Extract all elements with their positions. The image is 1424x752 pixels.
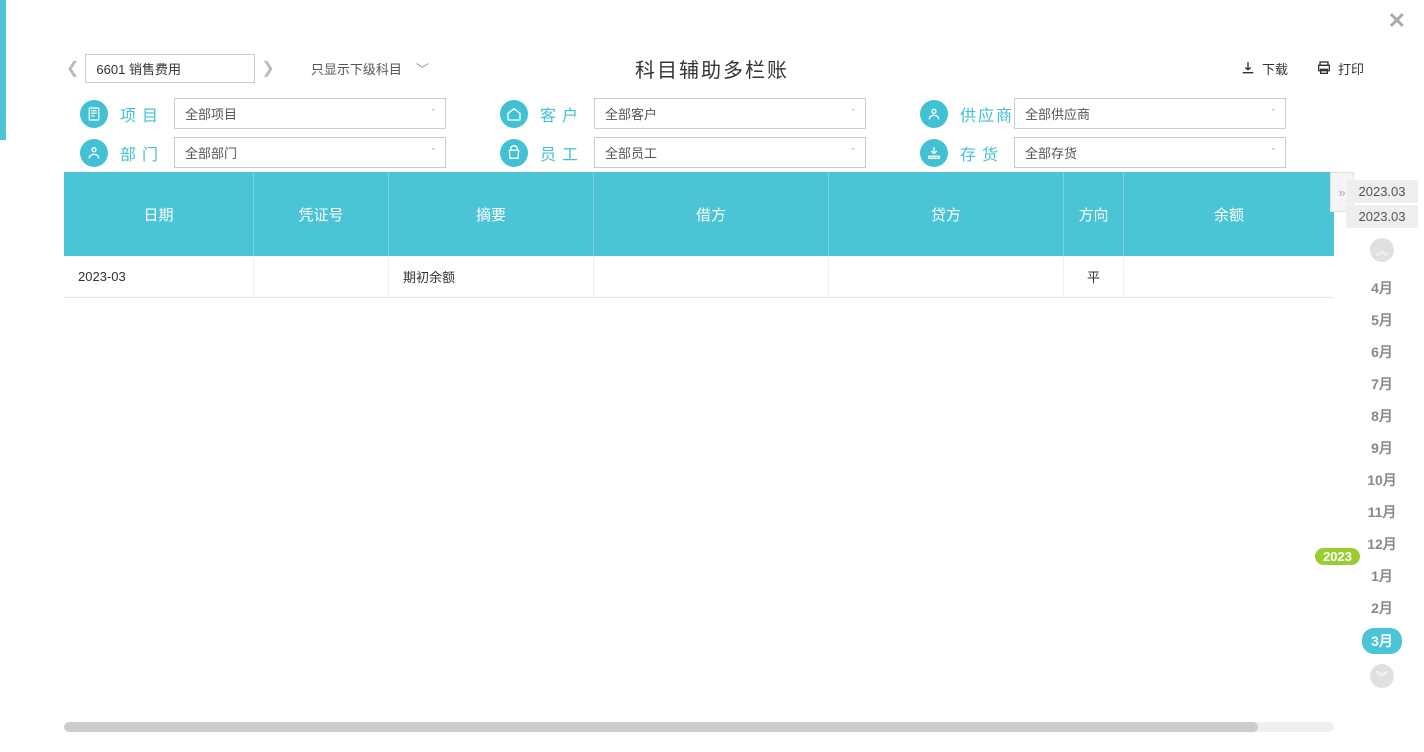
month-item[interactable]: 2月 xyxy=(1346,592,1418,624)
month-item[interactable]: 10月 xyxy=(1346,464,1418,496)
scroll-up-icon[interactable]: ︽ xyxy=(1370,238,1394,262)
cell-voucher xyxy=(254,256,389,297)
table-row[interactable]: 2023-03 期初余额 平 xyxy=(64,256,1334,298)
inventory-select[interactable]: 全部存货 ˇ xyxy=(1014,137,1286,168)
inventory-label: 存货 xyxy=(960,141,1014,165)
date-from[interactable]: 2023.03 xyxy=(1346,180,1418,203)
table-header: 日期 凭证号 摘要 借方 贷方 方向 余额 xyxy=(64,172,1334,256)
ledger-table: 日期 凭证号 摘要 借方 贷方 方向 余额 2023-03 期初余额 平 xyxy=(64,172,1334,732)
customer-value: 全部客户 xyxy=(605,104,657,123)
print-label: 打印 xyxy=(1338,59,1364,78)
month-item[interactable]: 8月 xyxy=(1346,400,1418,432)
scroll-down-icon[interactable]: ︾ xyxy=(1370,664,1394,688)
horizontal-scrollbar[interactable] xyxy=(64,722,1334,732)
month-item[interactable]: 5月 xyxy=(1346,304,1418,336)
month-item[interactable]: 4月 xyxy=(1346,272,1418,304)
department-label: 部门 xyxy=(120,141,174,165)
th-summary: 摘要 xyxy=(389,172,594,256)
customer-icon xyxy=(500,100,528,128)
inventory-value: 全部存货 xyxy=(1025,143,1077,162)
download-label: 下载 xyxy=(1262,59,1288,78)
cell-date: 2023-03 xyxy=(64,256,254,297)
customer-label: 客户 xyxy=(540,102,594,126)
page-title: 科目辅助多栏账 xyxy=(635,54,789,83)
employee-label: 员工 xyxy=(540,141,594,165)
subject-next-icon[interactable]: ❯ xyxy=(255,58,280,78)
table-body: 2023-03 期初余额 平 xyxy=(64,256,1334,298)
supplier-label: 供应商 xyxy=(960,102,1014,126)
project-label: 项目 xyxy=(120,102,174,126)
project-select[interactable]: 全部项目 ˇ xyxy=(174,98,446,129)
project-icon xyxy=(80,100,108,128)
supplier-icon xyxy=(920,100,948,128)
chevron-down-icon: ﹀ xyxy=(416,59,429,78)
th-voucher: 凭证号 xyxy=(254,172,389,256)
toolbar-actions: 下载 打印 xyxy=(1240,59,1364,78)
filters: 项目 全部项目 ˇ 客户 全部客户 ˇ 供应商 全部供应商 ˇ 部门 全部部门 ˇ 员工… xyxy=(80,98,1354,176)
project-value: 全部项目 xyxy=(185,104,237,123)
cell-balance xyxy=(1124,256,1334,297)
employee-select[interactable]: 全部员工 ˇ xyxy=(594,137,866,168)
topbar: ❮ 6601 销售费用 ❯ 只显示下级科目 ﹀ 科目辅助多栏账 下载 打印 xyxy=(60,50,1364,86)
print-button[interactable]: 打印 xyxy=(1316,59,1364,78)
employee-icon xyxy=(500,139,528,167)
chevron-down-icon: ˇ xyxy=(1271,147,1275,159)
department-select[interactable]: 全部部门 ˇ xyxy=(174,137,446,168)
cell-direction: 平 xyxy=(1064,256,1124,297)
th-balance: 余额 xyxy=(1124,172,1334,256)
year-badge: 2023 xyxy=(1315,548,1360,565)
th-direction: 方向 xyxy=(1064,172,1124,256)
department-value: 全部部门 xyxy=(185,143,237,162)
chevron-down-icon: ˇ xyxy=(431,108,435,120)
cell-summary: 期初余额 xyxy=(389,256,594,297)
th-date: 日期 xyxy=(64,172,254,256)
subject-select[interactable]: 6601 销售费用 xyxy=(85,54,255,83)
date-panel: 2023.03 2023.03 ︽ 4月5月6月7月8月9月10月11月12月1… xyxy=(1346,180,1418,698)
month-item[interactable]: 11月 xyxy=(1346,496,1418,528)
month-item[interactable]: 1月 xyxy=(1346,560,1418,592)
download-icon xyxy=(1240,60,1256,76)
chevron-down-icon: ˇ xyxy=(1271,108,1275,120)
supplier-select[interactable]: 全部供应商 ˇ xyxy=(1014,98,1286,129)
month-item[interactable]: 3月 xyxy=(1362,628,1402,654)
cell-debit xyxy=(594,256,829,297)
display-mode-select[interactable]: 只显示下级科目 ﹀ xyxy=(311,59,429,78)
download-button[interactable]: 下载 xyxy=(1240,59,1288,78)
inventory-icon xyxy=(920,139,948,167)
department-icon xyxy=(80,139,108,167)
subject-prev-icon[interactable]: ❮ xyxy=(60,58,85,78)
chevron-down-icon: ˇ xyxy=(431,147,435,159)
th-debit: 借方 xyxy=(594,172,829,256)
close-icon[interactable]: ✕ xyxy=(1388,8,1406,34)
date-to[interactable]: 2023.03 xyxy=(1346,205,1418,228)
chevron-down-icon: ˇ xyxy=(851,147,855,159)
month-item[interactable]: 6月 xyxy=(1346,336,1418,368)
month-item[interactable]: 7月 xyxy=(1346,368,1418,400)
month-item[interactable]: 9月 xyxy=(1346,432,1418,464)
customer-select[interactable]: 全部客户 ˇ xyxy=(594,98,866,129)
chevron-down-icon: ˇ xyxy=(851,108,855,120)
display-mode-label: 只显示下级科目 xyxy=(311,59,402,78)
subject-nav: ❮ 6601 销售费用 ❯ xyxy=(60,54,281,83)
left-edge-sliver xyxy=(0,0,6,140)
print-icon xyxy=(1316,60,1332,76)
scrollbar-thumb[interactable] xyxy=(64,722,1258,732)
employee-value: 全部员工 xyxy=(605,143,657,162)
cell-credit xyxy=(829,256,1064,297)
supplier-value: 全部供应商 xyxy=(1025,104,1090,123)
month-list: 4月5月6月7月8月9月10月11月12月1月2月3月 xyxy=(1346,272,1418,654)
th-credit: 贷方 xyxy=(829,172,1064,256)
